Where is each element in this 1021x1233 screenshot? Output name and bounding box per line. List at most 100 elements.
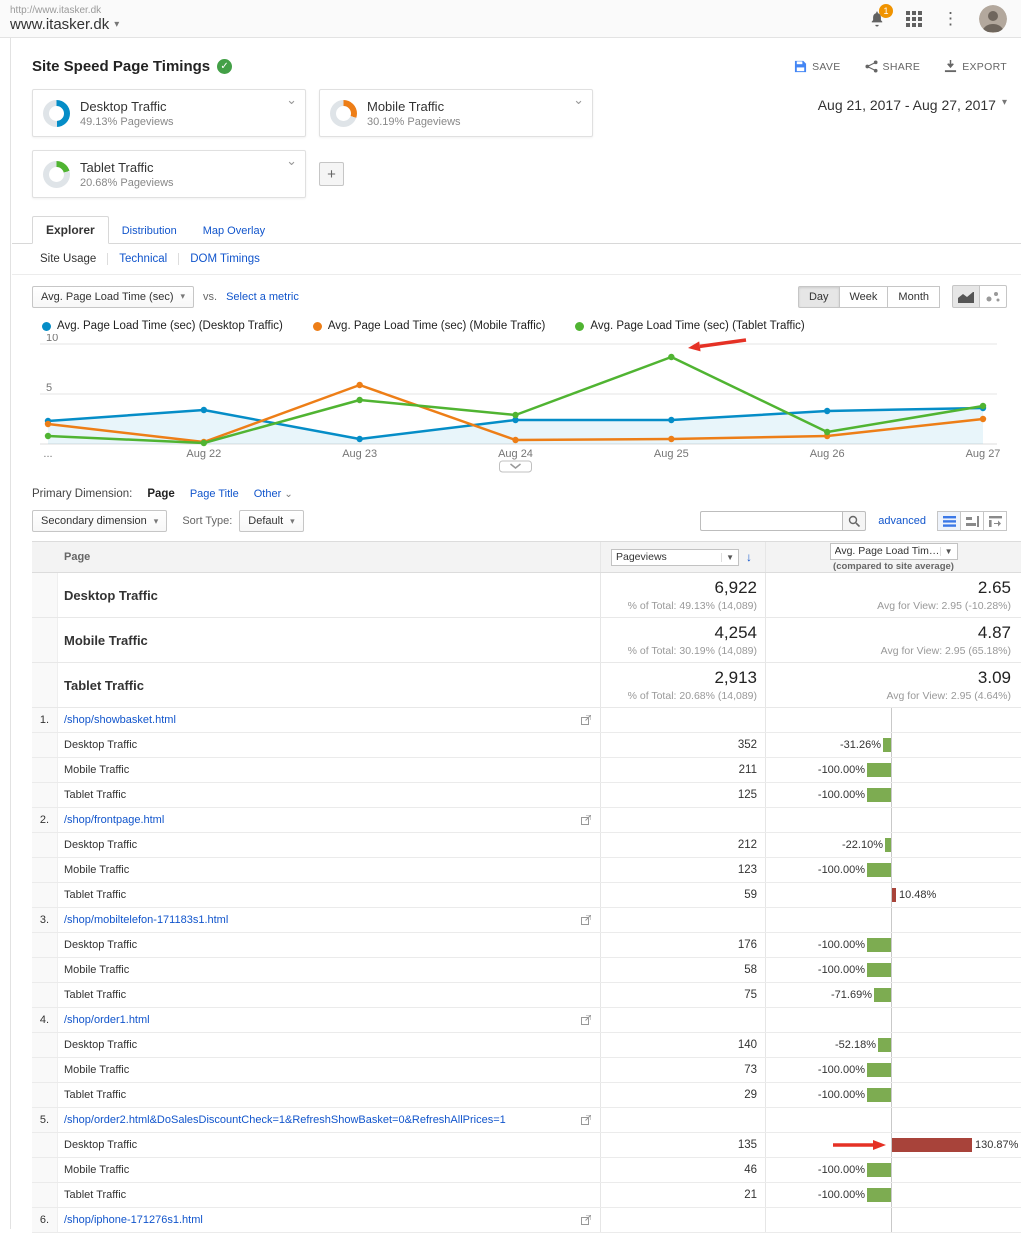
table-row-segment: Desktop Traffic 140 -52.18% [32,1033,1021,1058]
timeseries-chart[interactable]: 10 5... Aug 22 Aug 23 Aug 24 Aug 25 Aug 26 Aug … [12,334,1021,476]
segment-pageviews: 46 [744,1164,757,1176]
apps-grid-button[interactable] [906,10,922,27]
table-row-segment: Mobile Traffic 46 -100.00% [32,1158,1021,1183]
open-in-new-icon[interactable] [581,915,591,925]
add-segment-button[interactable]: + [319,162,344,186]
segment-row-label: Mobile Traffic [64,1164,130,1176]
chevron-down-icon[interactable]: ⌄ [573,92,584,107]
open-in-new-icon[interactable] [581,1115,591,1125]
date-range-text: Aug 21, 2017 - Aug 27, 2017 [817,97,996,113]
dimension-page-title[interactable]: Page Title [189,488,239,500]
page-url-link[interactable]: /shop/iphone-171276s1.html [64,1214,203,1226]
subtab-dom-timings[interactable]: DOM Timings [178,253,260,265]
notification-bell-button[interactable]: 1 [868,3,893,28]
delta-percent-label: -100.00% [817,964,865,976]
subtab-site-usage[interactable]: Site Usage [40,253,97,265]
page-url-link[interactable]: /shop/frontpage.html [64,814,165,826]
segment-pageviews: 135 [737,1139,757,1151]
row-index: 3. [39,914,50,926]
metric-dropdown[interactable]: Avg. Page Load Time (sec) ▾ [32,285,195,308]
granularity-month-button[interactable]: Month [887,285,940,308]
sort-type-label: Sort Type: [182,515,233,527]
table-row-segment: Tablet Traffic 59 10.48% [32,883,1021,908]
tab-distribution[interactable]: Distribution [121,225,177,237]
advanced-link[interactable]: advanced [878,515,926,527]
chart-controls: Day Week Month [797,285,1007,308]
segment-row-label: Desktop Traffic [64,1139,138,1151]
segment-card-tablet[interactable]: Tablet Traffic 20.68% Pageviews ⌄ [32,150,306,198]
export-icon [945,60,957,73]
summary-pageviews-note: % of Total: 30.19% (14,089) [627,645,757,657]
sort-type-dropdown[interactable]: Default ▾ [239,510,304,532]
pageviews-column-select[interactable]: Pageviews ▼ [611,548,739,566]
segment-pageviews: 123 [737,864,757,876]
sort-direction-icon[interactable]: ↓ [746,550,752,564]
delta-bar-negative [867,1063,891,1077]
table-row-segment: Desktop Traffic 352 -31.26% [32,733,1021,758]
table-view-button[interactable] [937,511,961,531]
title-row: Site Speed Page Timings ✓ SAVE SHARE [12,38,1021,75]
table-summary-section: Desktop Traffic 6,922 % of Total: 49.13%… [32,573,1021,708]
search-button[interactable] [842,511,867,531]
granularity-day-button[interactable]: Day [797,285,840,308]
page-url-link[interactable]: /shop/mobiltelefon-171183s1.html [64,914,229,926]
motion-chart-mode-button[interactable] [979,285,1007,308]
date-range-picker[interactable]: Aug 21, 2017 - Aug 27, 2017 ▾ [818,97,1007,198]
segment-pageviews: 73 [744,1064,757,1076]
account-selector[interactable]: www.itasker.dk ▾ [10,16,119,33]
comparison-view-button[interactable] [960,511,984,531]
avatar[interactable] [979,4,1007,33]
delta-percent-label: -100.00% [817,789,865,801]
chevron-down-icon[interactable]: ⌄ [286,153,297,168]
col-header-page[interactable]: Page [64,551,91,563]
segment-pageviews: 212 [737,839,757,851]
open-in-new-icon[interactable] [581,815,591,825]
metric-column-select[interactable]: Avg. Page Load Time (sec) ▼ [829,542,958,560]
legend-dot-icon [312,321,322,331]
bar-axis-line [891,1058,892,1082]
annotation-arrow [833,1140,886,1150]
save-button[interactable]: SAVE [794,60,840,73]
segment-row-label: Desktop Traffic [64,939,138,951]
delta-bar-negative [874,988,891,1002]
pivot-view-button[interactable] [983,511,1007,531]
summary-pageviews: 4,254 [714,623,757,642]
export-button[interactable]: EXPORT [944,60,1007,73]
tab-map-overlay[interactable]: Map Overlay [202,225,266,237]
bar-axis-line [891,758,892,782]
dimension-page[interactable]: Page [147,488,175,500]
subtab-technical[interactable]: Technical [107,253,167,265]
page-url-link[interactable]: /shop/showbasket.html [64,714,176,726]
bar-axis-line [891,1008,892,1032]
chevron-down-icon[interactable]: ⌄ [286,92,297,107]
segment-card-mobile[interactable]: Mobile Traffic 30.19% Pageviews ⌄ [319,89,593,137]
open-in-new-icon[interactable] [581,1215,591,1225]
open-in-new-icon[interactable] [581,1015,591,1025]
segment-card-desktop[interactable]: Desktop Traffic 49.13% Pageviews ⌄ [32,89,306,137]
share-button[interactable]: SHARE [864,60,921,73]
motion-chart-icon [986,291,1000,301]
segment-pageviews: 58 [744,964,757,976]
segment-row-label: Desktop Traffic [64,839,138,851]
notification-badge: 1 [879,3,893,18]
dimension-other[interactable]: Other ⌄ [253,488,293,500]
property-url: http://www.itasker.dk [10,5,102,16]
page-url-link[interactable]: /shop/order2.html&DoSalesDiscountCheck=1… [64,1114,506,1126]
row-index: 4. [39,1014,50,1026]
row-index: 6. [39,1214,50,1226]
summary-pageviews: 2,913 [714,668,757,687]
legend-item-tablet: Avg. Page Load Time (sec) (Tablet Traffi… [575,320,805,332]
collapsed-left-rail[interactable] [0,38,11,1229]
open-in-new-icon[interactable] [581,715,591,725]
table-search [700,511,867,531]
segment-donut-icon [43,99,70,127]
svg-text:Aug 26: Aug 26 [810,448,845,460]
kebab-menu-button[interactable]: ⋮ [942,8,959,28]
select-metric-link[interactable]: Select a metric [226,290,299,303]
tab-explorer[interactable]: Explorer [32,216,109,244]
page-url-link[interactable]: /shop/order1.html [64,1014,150,1026]
secondary-dimension-button[interactable]: Secondary dimension ▾ [32,510,168,532]
table-search-input[interactable] [700,511,843,531]
granularity-week-button[interactable]: Week [838,285,889,308]
line-chart-mode-button[interactable] [952,285,980,308]
